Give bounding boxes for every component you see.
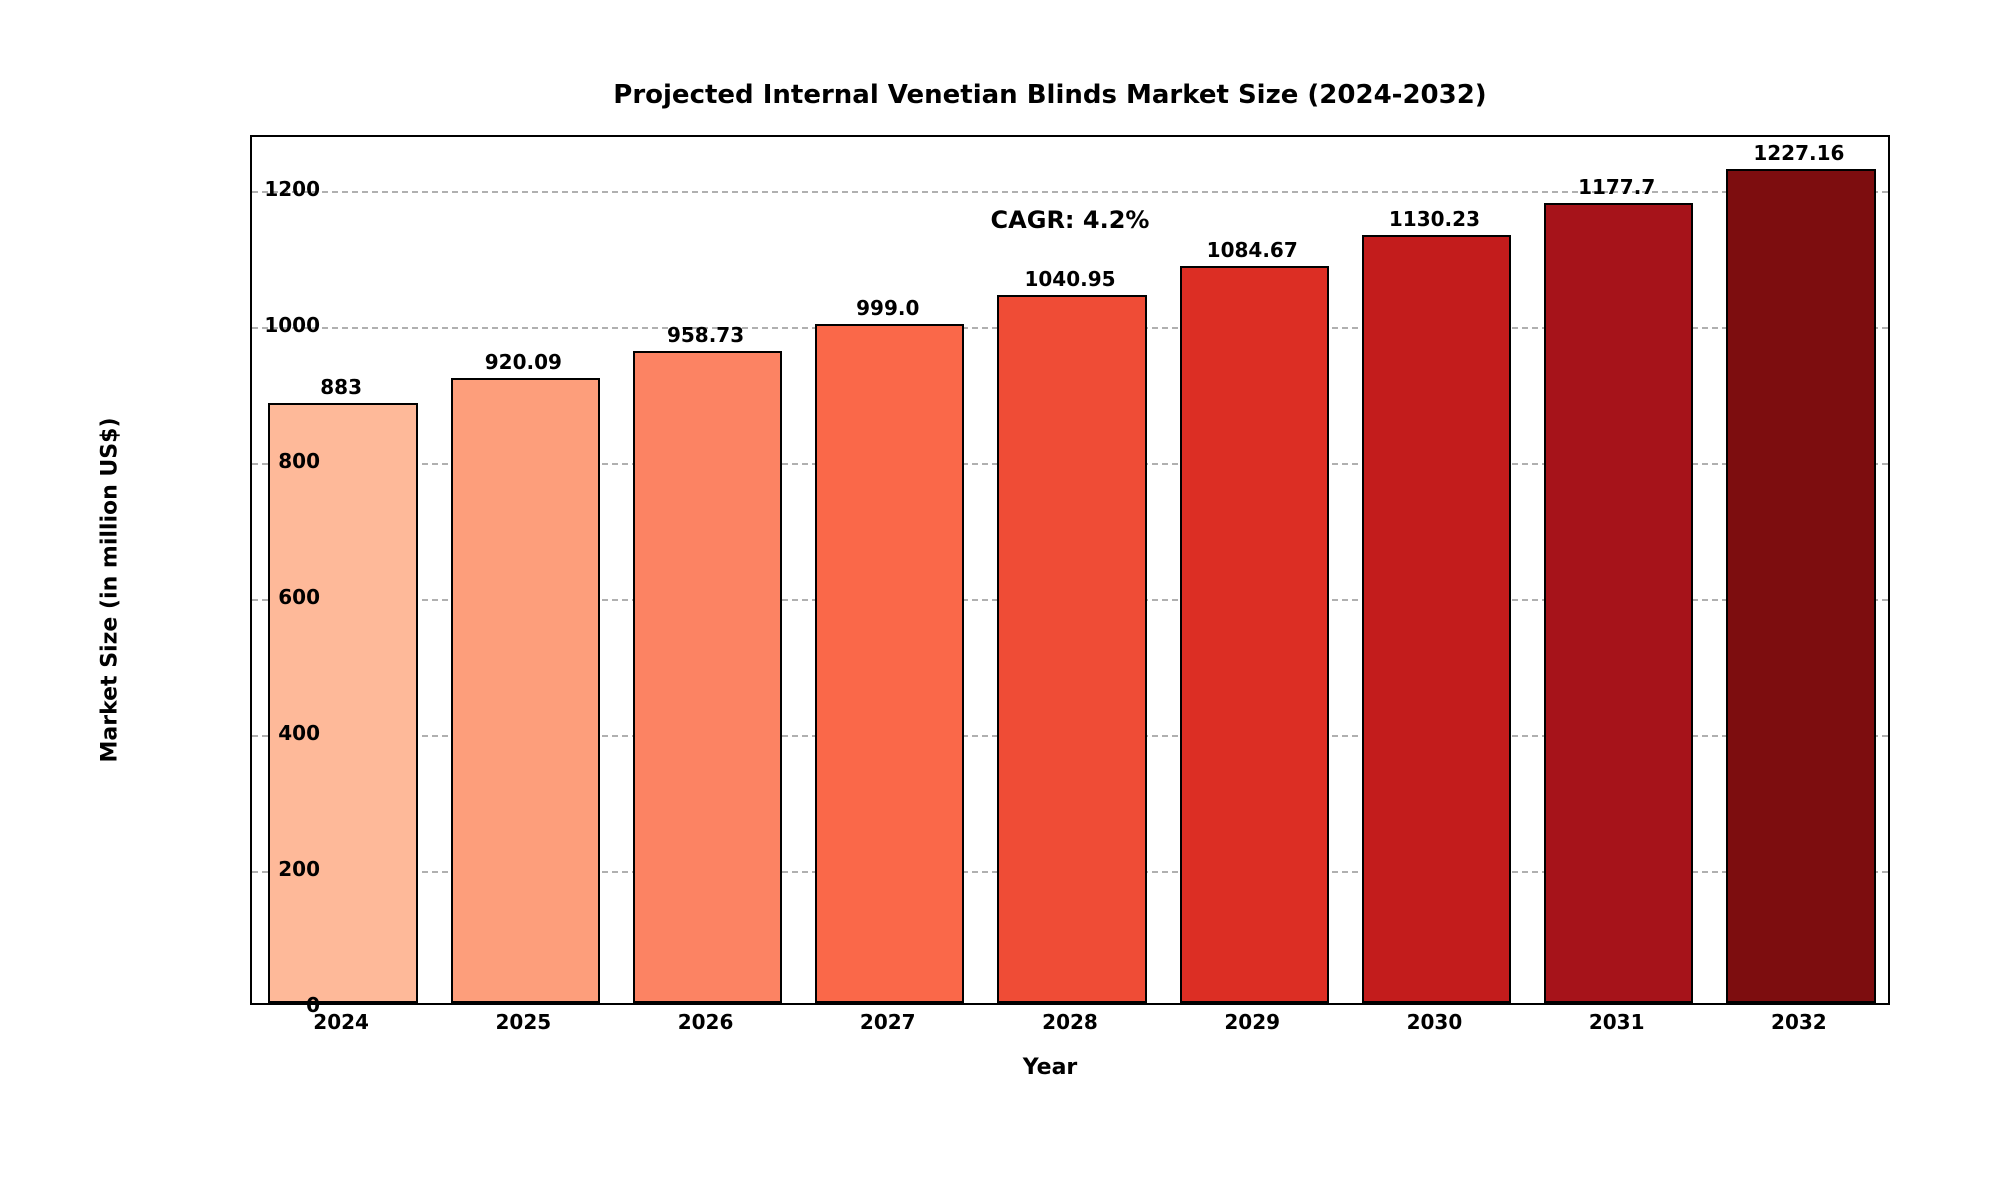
chart-title: Projected Internal Venetian Blinds Marke… [190, 80, 1910, 110]
bar-value-label: 883 [320, 375, 362, 399]
xtick-label: 2029 [1224, 1010, 1280, 1034]
xtick-label: 2028 [1042, 1010, 1098, 1034]
xtick-label: 2031 [1589, 1010, 1645, 1034]
xtick-label: 2030 [1407, 1010, 1463, 1034]
bar-value-label: 1227.16 [1753, 141, 1844, 165]
bar [1544, 203, 1693, 1003]
ytick-label: 1200 [220, 177, 320, 201]
bar [1180, 266, 1329, 1003]
ytick-label: 1000 [220, 313, 320, 337]
xtick-label: 2027 [860, 1010, 916, 1034]
ytick-label: 800 [220, 449, 320, 473]
xtick-label: 2026 [678, 1010, 734, 1034]
xtick-label: 2025 [495, 1010, 551, 1034]
bar-value-label: 999.0 [856, 296, 919, 320]
ytick-label: 400 [220, 721, 320, 745]
bar [1726, 169, 1875, 1003]
plot-area [250, 135, 1890, 1005]
ytick-label: 0 [220, 993, 320, 1017]
bar-value-label: 958.73 [667, 323, 744, 347]
bar-value-label: 920.09 [485, 350, 562, 374]
bar [633, 351, 782, 1003]
bar-value-label: 1130.23 [1389, 207, 1480, 231]
bar [451, 378, 600, 1003]
bar [997, 295, 1146, 1003]
bar-value-label: 1084.67 [1207, 238, 1298, 262]
chart-container: Projected Internal Venetian Blinds Marke… [190, 90, 1910, 1090]
cagr-annotation: CAGR: 4.2% [991, 206, 1150, 234]
y-axis-label: Market Size (in million US$) [98, 417, 123, 762]
x-axis-label: Year [190, 1055, 1910, 1080]
bar [1362, 235, 1511, 1003]
bar [815, 324, 964, 1003]
ytick-label: 600 [220, 585, 320, 609]
bar-value-label: 1040.95 [1024, 267, 1115, 291]
xtick-label: 2032 [1771, 1010, 1827, 1034]
xtick-label: 2024 [313, 1010, 369, 1034]
ytick-label: 200 [220, 857, 320, 881]
bar-value-label: 1177.7 [1578, 175, 1655, 199]
bar [268, 403, 417, 1003]
